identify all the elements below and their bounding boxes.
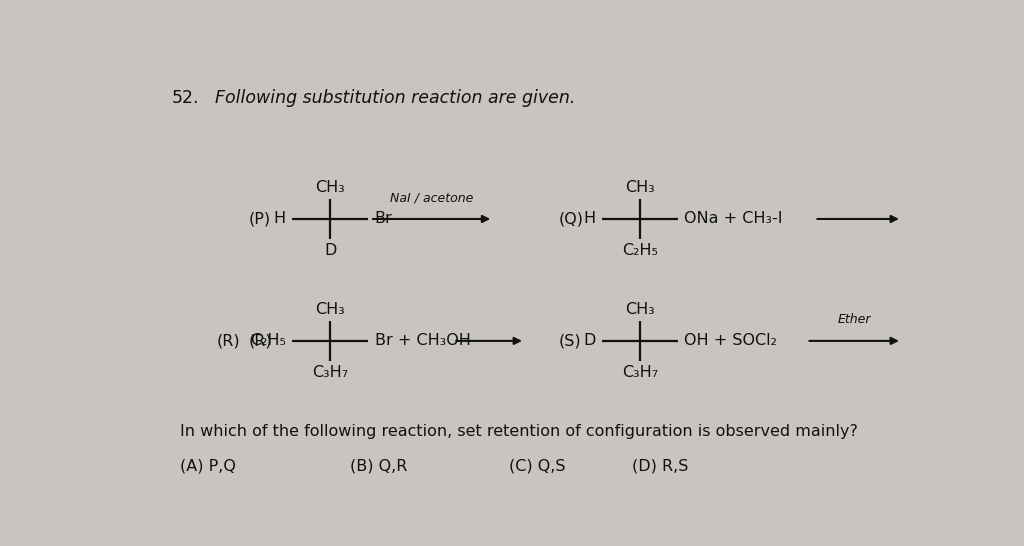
Text: C₂H₅: C₂H₅	[250, 334, 286, 348]
Text: Following substitution reaction are given.: Following substitution reaction are give…	[215, 88, 575, 106]
Text: Br + CH₃OH: Br + CH₃OH	[375, 334, 471, 348]
Text: H: H	[273, 211, 286, 227]
Text: CH₃: CH₃	[625, 302, 654, 317]
Text: C₂H₅: C₂H₅	[622, 244, 657, 258]
Text: C₃H₇: C₃H₇	[312, 365, 348, 380]
Text: CH₃: CH₃	[315, 180, 345, 195]
Text: (R): (R)	[249, 334, 272, 348]
Text: NaI / acetone: NaI / acetone	[390, 191, 473, 204]
Text: (A) P,Q: (A) P,Q	[179, 459, 236, 473]
Text: (D) R,S: (D) R,S	[632, 459, 688, 473]
Text: (B) Q,R: (B) Q,R	[350, 459, 408, 473]
Text: C₃H₇: C₃H₇	[622, 365, 658, 380]
Text: H: H	[584, 211, 595, 227]
Text: D: D	[583, 334, 595, 348]
Text: Ether: Ether	[838, 313, 870, 326]
Text: CH₃: CH₃	[315, 302, 345, 317]
Text: (P): (P)	[249, 211, 270, 227]
Text: OH + SOCl₂: OH + SOCl₂	[684, 334, 777, 348]
Text: Br: Br	[375, 211, 392, 227]
Text: CH₃: CH₃	[625, 180, 654, 195]
Text: 52.: 52.	[172, 88, 199, 106]
Text: In which of the following reaction, set retention of configuration is observed m: In which of the following reaction, set …	[179, 424, 857, 439]
Text: (C) Q,S: (C) Q,S	[509, 459, 565, 473]
Text: (Q): (Q)	[558, 211, 583, 227]
Text: (R): (R)	[217, 334, 241, 348]
Text: D: D	[325, 244, 337, 258]
Text: (S): (S)	[558, 334, 581, 348]
Text: ONa + CH₃-I: ONa + CH₃-I	[684, 211, 782, 227]
